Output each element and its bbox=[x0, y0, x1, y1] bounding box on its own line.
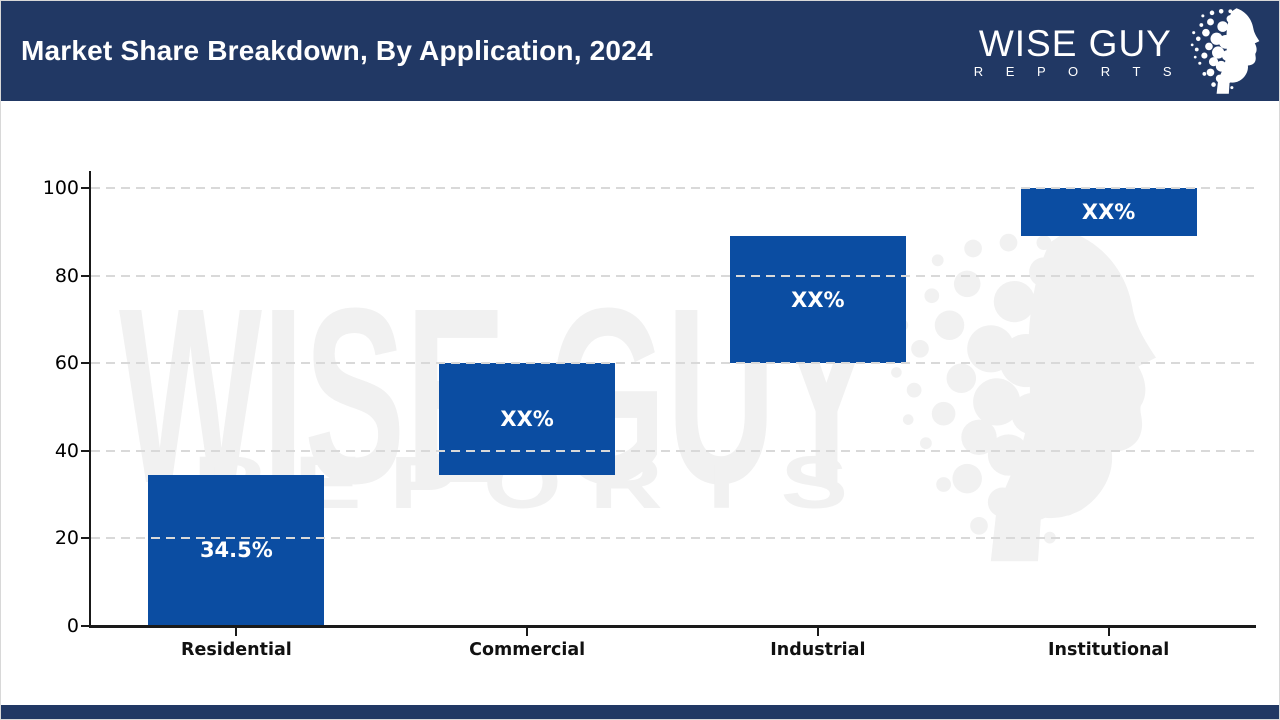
footer-bar bbox=[1, 705, 1279, 719]
wiseguy-logo: WISE GUY R E P O R T S bbox=[970, 5, 1267, 97]
bar-value-label: XX% bbox=[500, 407, 554, 432]
gridline bbox=[91, 187, 1254, 189]
y-axis-tick-label: 80 bbox=[54, 264, 79, 287]
gridline bbox=[91, 537, 1254, 540]
y-axis-tick bbox=[81, 362, 89, 365]
x-axis-label: Residential bbox=[180, 640, 292, 660]
y-axis-tick-label: 60 bbox=[54, 352, 79, 375]
x-axis-label: Institutional bbox=[1048, 640, 1170, 660]
bar-residential: 34.5% bbox=[148, 474, 325, 626]
gridline bbox=[91, 274, 1254, 277]
header-bar: Market Share Breakdown, By Application, … bbox=[1, 1, 1279, 101]
wiseguy-logo-head-icon bbox=[1190, 8, 1260, 94]
y-axis-tick bbox=[81, 625, 89, 627]
x-axis-tick bbox=[1107, 628, 1110, 636]
y-axis-tick bbox=[81, 537, 89, 540]
bar-industrial: XX% bbox=[729, 236, 906, 364]
y-axis-line bbox=[89, 171, 91, 628]
wiseguy-logo-line1: WISE GUY bbox=[978, 22, 1172, 64]
y-axis-tick-label: 100 bbox=[42, 177, 79, 199]
y-axis-tick bbox=[81, 274, 89, 277]
bar-institutional: XX% bbox=[1020, 188, 1197, 237]
bar-value-label: 34.5% bbox=[199, 538, 273, 563]
wiseguy-logo-line2: R E P O R T S bbox=[973, 63, 1181, 79]
x-axis-tick bbox=[526, 628, 529, 636]
y-axis-tick-label: 20 bbox=[54, 527, 79, 550]
bar-value-label: XX% bbox=[791, 287, 845, 312]
bar-value-label: XX% bbox=[1081, 200, 1136, 225]
x-axis-tick bbox=[816, 628, 819, 636]
y-axis-tick bbox=[81, 187, 89, 189]
gridline bbox=[91, 362, 1254, 365]
wiseguy-logo-text: WISE GUY R E P O R T S bbox=[970, 25, 1181, 78]
x-axis-label: Industrial bbox=[770, 640, 866, 660]
bar-commercial: XX% bbox=[439, 363, 616, 475]
x-axis-tick bbox=[235, 628, 238, 636]
y-axis-tick bbox=[81, 449, 89, 452]
chart-title: Market Share Breakdown, By Application, … bbox=[21, 35, 653, 66]
x-axis-line bbox=[89, 625, 1256, 628]
y-axis-tick-label: 40 bbox=[54, 439, 79, 462]
x-axis-label: Commercial bbox=[469, 640, 586, 660]
y-axis-tick-label: 0 bbox=[66, 615, 79, 637]
gridline bbox=[91, 449, 1254, 452]
